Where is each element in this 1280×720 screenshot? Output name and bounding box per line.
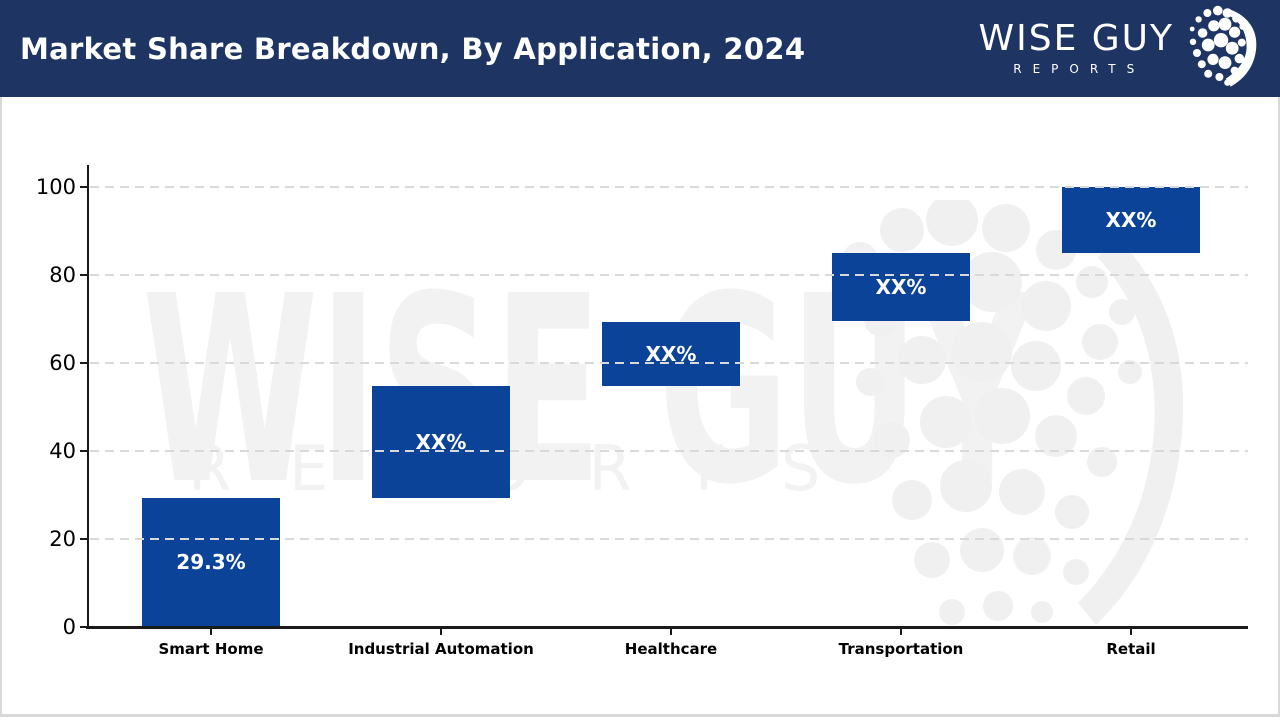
x-tick-mark — [1130, 628, 1132, 635]
gridline-100 — [90, 185, 1248, 188]
x-tick-mark — [440, 628, 442, 635]
logo-wordmark: WISE GUY — [978, 18, 1174, 59]
gridline-40 — [90, 449, 1248, 452]
y-tick-label: 80 — [49, 262, 76, 287]
logo-subtitle: REPORTS — [1013, 62, 1146, 76]
y-tick-label: 40 — [49, 438, 76, 463]
category-label: Retail — [1106, 640, 1156, 658]
bar-Smart Home — [142, 497, 280, 627]
x-tick-mark — [210, 628, 212, 635]
header-bar: Market Share Breakdown, By Application, … — [0, 0, 1280, 97]
bar-value-label: 29.3% — [176, 550, 246, 575]
category-label: Healthcare — [624, 640, 718, 658]
gridline-20 — [90, 537, 1248, 540]
y-tick-label: 0 — [62, 614, 76, 639]
x-axis-line — [86, 626, 1248, 629]
gridline-80 — [90, 273, 1248, 276]
bar-Industrial Automation — [372, 385, 510, 498]
bar-value-label: XX% — [875, 275, 927, 300]
wiseguy-logo: WISE GUY REPORTS — [979, 5, 1265, 93]
gridline-60 — [90, 361, 1248, 364]
category-label: Industrial Automation — [348, 640, 534, 658]
y-axis-line — [87, 165, 89, 628]
logo-head-icon — [1189, 5, 1257, 87]
category-label: Smart Home — [158, 640, 264, 658]
category-label: Transportation — [838, 640, 964, 658]
logo-text: WISE GUY REPORTS — [978, 18, 1175, 77]
y-tick-mark — [80, 361, 88, 364]
y-tick-label: 100 — [35, 174, 76, 199]
bar-value-label: XX% — [415, 429, 467, 454]
y-tick-mark — [80, 537, 88, 540]
bar-Retail — [1062, 186, 1200, 253]
x-tick-mark — [900, 628, 902, 635]
y-tick-label: 60 — [49, 350, 76, 375]
y-tick-label: 20 — [49, 526, 76, 551]
y-tick-mark — [80, 185, 88, 188]
y-tick-mark — [80, 273, 88, 276]
x-tick-mark — [670, 628, 672, 635]
bar-value-label: XX% — [645, 341, 697, 366]
chart-title: Market Share Breakdown, By Application, … — [20, 31, 806, 66]
watermark-subtitle: REPORTS — [188, 432, 879, 505]
bar-Healthcare — [602, 322, 740, 386]
bar-value-label: XX% — [1105, 207, 1157, 232]
y-tick-mark — [80, 449, 88, 452]
bar-Transportation — [832, 252, 970, 322]
y-tick-mark — [80, 625, 88, 628]
